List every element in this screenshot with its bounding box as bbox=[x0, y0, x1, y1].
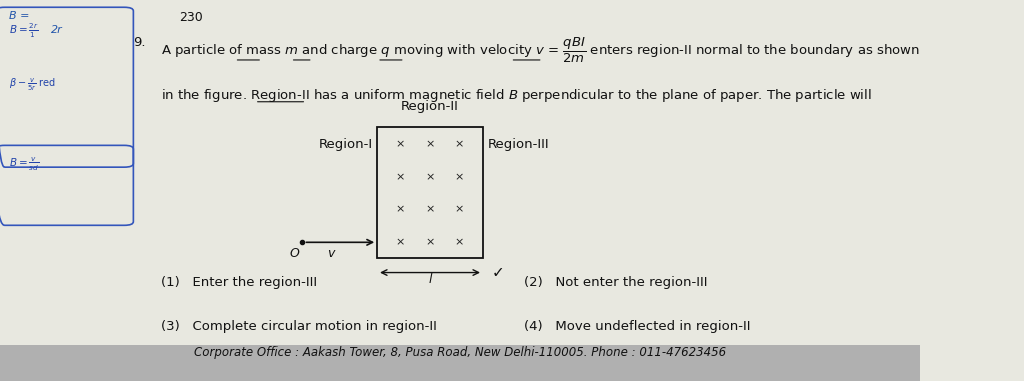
Text: (1)   Enter the region-III: (1) Enter the region-III bbox=[161, 276, 317, 289]
Text: B =: B = bbox=[9, 11, 30, 21]
Text: O: O bbox=[290, 247, 299, 260]
Text: ×: × bbox=[395, 172, 406, 182]
Text: ×: × bbox=[425, 139, 435, 149]
Text: (4)   Move undeflected in region-II: (4) Move undeflected in region-II bbox=[524, 320, 751, 333]
Text: Region-I: Region-I bbox=[318, 138, 373, 151]
Text: Corporate Office : Aakash Tower, 8, Pusa Road, New Delhi-110005. Phone : 011-476: Corporate Office : Aakash Tower, 8, Pusa… bbox=[194, 346, 726, 359]
Text: ×: × bbox=[455, 237, 464, 247]
Text: $B = \frac{2r}{1}$: $B = \frac{2r}{1}$ bbox=[9, 22, 39, 40]
Text: 2r: 2r bbox=[50, 26, 62, 35]
Text: ×: × bbox=[455, 172, 464, 182]
Text: ×: × bbox=[455, 139, 464, 149]
Text: ×: × bbox=[425, 172, 435, 182]
Text: in the figure. Region-II has a uniform magnetic field $B$ perpendicular to the p: in the figure. Region-II has a uniform m… bbox=[161, 87, 871, 104]
Text: $B = \frac{v}{sd}$: $B = \frac{v}{sd}$ bbox=[9, 156, 40, 173]
Text: ×: × bbox=[425, 237, 435, 247]
Text: (2)   Not enter the region-III: (2) Not enter the region-III bbox=[524, 276, 708, 289]
Bar bbox=[0, 345, 920, 381]
Text: Region-III: Region-III bbox=[487, 138, 549, 151]
Text: ×: × bbox=[395, 237, 406, 247]
Text: ×: × bbox=[425, 205, 435, 215]
Text: ×: × bbox=[455, 205, 464, 215]
Text: Region-II: Region-II bbox=[401, 100, 459, 113]
Text: A particle of mass $m$ and charge $q$ moving with velocity $v$ = $\dfrac{qBI}{2m: A particle of mass $m$ and charge $q$ mo… bbox=[161, 36, 920, 66]
Text: 9.: 9. bbox=[133, 36, 145, 50]
Text: ✓: ✓ bbox=[493, 265, 505, 280]
Text: l: l bbox=[428, 274, 432, 287]
Text: 230: 230 bbox=[179, 11, 203, 24]
Text: ×: × bbox=[395, 139, 406, 149]
Text: (3)   Complete circular motion in region-II: (3) Complete circular motion in region-I… bbox=[161, 320, 437, 333]
Bar bbox=[377, 127, 483, 258]
Text: v: v bbox=[328, 247, 335, 260]
Text: $\beta - \frac{v}{5r}$ red: $\beta - \frac{v}{5r}$ red bbox=[9, 76, 56, 93]
Text: ×: × bbox=[395, 205, 406, 215]
